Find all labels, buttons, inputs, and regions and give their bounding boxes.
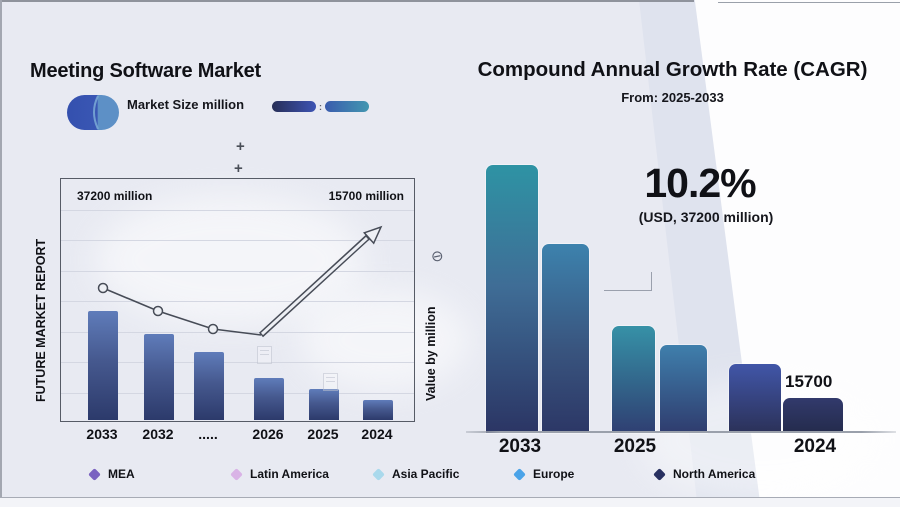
plus-icon: + <box>236 138 245 155</box>
legend-marker-icon <box>372 467 385 481</box>
ratio-separator: : <box>319 101 322 112</box>
legend-label: Europe <box>533 467 575 481</box>
cagr-value: 10.2% <box>644 160 756 206</box>
gridline <box>61 240 414 241</box>
legend-marker-icon <box>653 467 666 481</box>
bar-2026 <box>254 378 284 420</box>
pill-teal-blue <box>325 101 369 112</box>
legend-item-latin-america: Latin America <box>230 467 329 481</box>
series-label: Market Size million <box>127 97 245 112</box>
gridline <box>61 362 414 363</box>
trend-arrow-icon <box>362 225 383 245</box>
pill-dark-blue <box>272 101 316 112</box>
line-marker <box>207 323 219 335</box>
market-size-chart: 37200 million 15700 million <box>60 178 415 422</box>
slide-left-border <box>0 0 2 506</box>
line-marker <box>97 282 109 294</box>
legend-label: Asia Pacific <box>392 467 460 481</box>
trend-line-and-arrow <box>97 225 383 338</box>
legend-label: Latin America <box>250 467 329 481</box>
x-label: 2024 <box>361 426 393 442</box>
bar-value-label: 15700 <box>785 372 833 391</box>
bar-2032 <box>144 334 174 420</box>
bar-2024-b <box>783 398 843 433</box>
legend-item-mea: MEA <box>88 467 135 481</box>
x-label: 2033 <box>86 426 118 442</box>
bar-2033-b <box>542 244 589 433</box>
x-label: 2026 <box>252 426 284 442</box>
x-label: 2025 <box>613 436 657 457</box>
legend-item-asia-pacific: Asia Pacific <box>372 467 460 481</box>
x-label: 2033 <box>498 436 542 457</box>
slide-bottom-strip <box>0 497 900 507</box>
bar-2025 <box>309 389 339 420</box>
bar-2025-a <box>612 326 655 433</box>
page-watermark-icon <box>257 346 272 364</box>
x-label: 2024 <box>793 436 837 457</box>
slide-top-border <box>0 0 694 2</box>
gridline <box>61 393 414 394</box>
line-marker <box>152 305 164 317</box>
gridline <box>61 271 414 272</box>
x-label: 2025 <box>307 426 339 442</box>
cagr-title: Compound Annual Growth Rate (CAGR) <box>477 58 868 81</box>
cylinder-database-icon <box>67 95 119 130</box>
chart-value-2033: 37200 million <box>77 189 153 203</box>
x-axis-line <box>466 431 896 433</box>
legend-item-europe: Europe <box>513 467 575 481</box>
ratio-pills: : <box>272 101 369 112</box>
gridline <box>61 301 414 302</box>
bar-2033 <box>88 311 118 420</box>
x-label: 2032 <box>142 426 174 442</box>
gridline <box>61 210 414 211</box>
bar-2024 <box>363 400 393 420</box>
legend-item-north-america: North America <box>653 467 756 481</box>
cagr-subtitle: From: 2025-2033 <box>621 90 724 105</box>
chart-value-2024: 15700 million <box>328 189 404 203</box>
cagr-detail: (USD, 37200 million) <box>638 209 774 225</box>
bar-2025-b <box>660 345 707 433</box>
bar-dots <box>194 352 224 420</box>
y-axis-label: Value by million <box>424 306 438 402</box>
legend-marker-icon <box>513 467 526 481</box>
bar-2024-a <box>729 364 781 433</box>
watermark-vertical-label: FUTURE MARKET REPORT <box>34 238 48 402</box>
legend-label: MEA <box>108 467 135 481</box>
slide-top-border-right <box>718 2 900 3</box>
legend-marker-icon <box>230 467 243 481</box>
page-watermark-icon <box>323 373 338 391</box>
x-label: ..... <box>198 426 218 442</box>
decorative-corner-line <box>604 272 652 291</box>
minus-circle-icon: ⊖ <box>429 246 446 267</box>
legend-marker-icon <box>88 467 101 481</box>
page-title: Meeting Software Market <box>30 60 262 82</box>
bar-2033-a <box>486 165 538 433</box>
legend-label: North America <box>673 467 756 481</box>
plus-icon: + <box>234 160 243 177</box>
